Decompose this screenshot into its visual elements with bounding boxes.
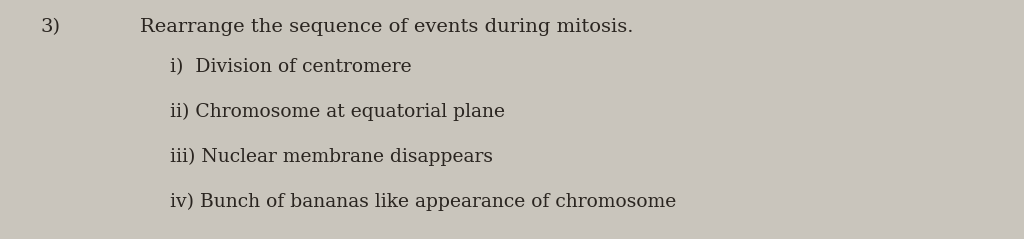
Text: iv) Bunch of bananas like appearance of chromosome: iv) Bunch of bananas like appearance of … bbox=[170, 193, 676, 211]
Text: 3): 3) bbox=[40, 18, 60, 36]
Text: iii) Nuclear membrane disappears: iii) Nuclear membrane disappears bbox=[170, 148, 493, 166]
Text: i)  Division of centromere: i) Division of centromere bbox=[170, 58, 412, 76]
Text: Rearrange the sequence of events during mitosis.: Rearrange the sequence of events during … bbox=[140, 18, 634, 36]
Text: ii) Chromosome at equatorial plane: ii) Chromosome at equatorial plane bbox=[170, 103, 505, 121]
